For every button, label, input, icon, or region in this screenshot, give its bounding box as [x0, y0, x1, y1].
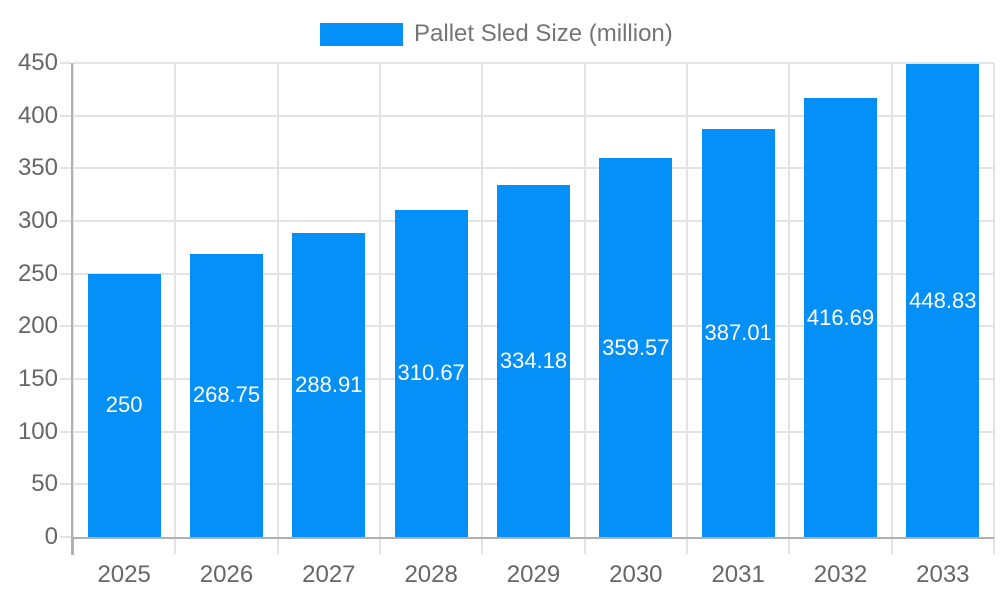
- x-axis-tick-label: 2027: [302, 561, 356, 588]
- y-axis-tick-label: 300: [17, 207, 58, 234]
- gridline-horizontal: [73, 114, 994, 117]
- y-axis-tick-label: 250: [17, 259, 58, 287]
- bar[interactable]: 416.69: [804, 98, 877, 537]
- bar-value-label: 359.57: [602, 334, 670, 360]
- x-axis-tick: [174, 537, 177, 554]
- bar-value-label: 334.18: [499, 347, 568, 373]
- gridline-horizontal: [73, 62, 994, 64]
- y-axis-line: [71, 63, 73, 555]
- x-axis-tick-label: 2029: [506, 561, 561, 588]
- x-axis-tick: [583, 537, 586, 554]
- gridline-vertical: [993, 63, 995, 537]
- gridline-vertical: [583, 63, 586, 537]
- y-axis-tick-label: 50: [31, 470, 58, 498]
- bar-value-label: 268.75: [192, 382, 261, 408]
- bar-value-label: 448.83: [909, 287, 977, 313]
- bar[interactable]: 268.75: [190, 253, 263, 537]
- bar-value-label: 387.01: [704, 320, 772, 346]
- x-axis-tick: [788, 537, 791, 554]
- bar-value-label: 288.91: [295, 371, 363, 397]
- y-axis-tick: [60, 167, 71, 170]
- y-axis-tick: [60, 378, 71, 380]
- x-axis-tick-label: 2031: [711, 561, 765, 588]
- x-axis-tick-label: 2033: [916, 561, 970, 588]
- y-axis-tick: [60, 536, 71, 538]
- bar-value-label: 250: [105, 392, 143, 418]
- gridline-vertical: [481, 63, 484, 537]
- plot-area: 0 50 100 150 200 250 300 350 400 450 250 268.75 288.…: [18, 51, 995, 588]
- x-axis-tick: [993, 537, 995, 554]
- x-axis-tick-label: 2026: [199, 561, 254, 588]
- gridline-vertical: [276, 63, 279, 537]
- y-axis-tick: [60, 325, 71, 328]
- legend-label: Pallet Sled Size (million): [414, 20, 673, 47]
- y-axis-tick: [60, 114, 71, 117]
- x-axis-tick-label: 2030: [609, 561, 663, 588]
- bar-value-label: 416.69: [806, 304, 875, 330]
- gridline-vertical: [686, 63, 688, 537]
- x-axis-tick: [72, 537, 74, 555]
- bar-value-label: 310.67: [397, 360, 465, 386]
- y-axis-tick-label: 150: [17, 365, 58, 392]
- bar[interactable]: 310.67: [394, 209, 468, 537]
- x-axis-tick: [481, 537, 484, 554]
- y-axis-tick: [60, 430, 71, 433]
- gridline-horizontal: [73, 167, 994, 170]
- y-axis-tick: [60, 220, 71, 222]
- y-axis-tick: [60, 272, 71, 275]
- x-axis-tick-label: 2028: [404, 561, 458, 588]
- gridline-vertical: [72, 63, 74, 537]
- gridline-vertical: [890, 63, 893, 537]
- x-axis-tick-label: 2032: [813, 561, 868, 588]
- gridline-vertical: [174, 63, 177, 537]
- x-axis-tick: [890, 537, 893, 554]
- x-axis-tick: [379, 537, 381, 554]
- y-axis-tick: [60, 62, 71, 64]
- bar[interactable]: 288.91: [292, 232, 366, 537]
- gridline-vertical: [788, 63, 791, 537]
- y-axis-tick: [60, 483, 71, 486]
- y-axis-tick-label: 100: [17, 417, 58, 445]
- legend[interactable]: Pallet Sled Size (million): [320, 20, 673, 48]
- y-axis-tick-label: 450: [17, 49, 58, 76]
- bar[interactable]: 448.83: [906, 64, 980, 537]
- y-axis-tick-label: 200: [17, 312, 58, 340]
- gridline-vertical: [379, 63, 381, 537]
- y-axis-tick-label: 400: [17, 101, 58, 129]
- legend-color-swatch: [320, 22, 403, 46]
- bar[interactable]: 359.57: [599, 158, 673, 537]
- y-axis-tick-label: 0: [44, 523, 58, 550]
- bar[interactable]: 387.01: [701, 129, 775, 537]
- x-axis-tick-label: 2025: [97, 561, 151, 588]
- x-axis-tick: [276, 537, 279, 554]
- x-axis-line: [73, 537, 994, 539]
- bar[interactable]: 250: [87, 273, 161, 537]
- y-axis-tick-label: 350: [17, 154, 58, 182]
- bar[interactable]: 334.18: [497, 184, 570, 537]
- x-axis-tick: [686, 537, 688, 554]
